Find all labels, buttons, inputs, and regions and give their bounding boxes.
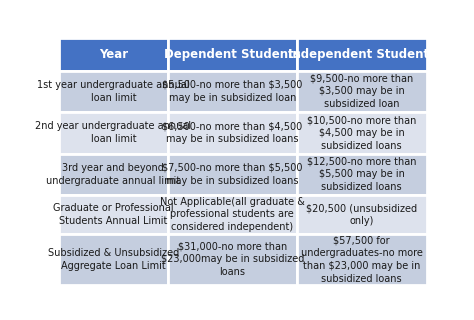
Text: \$6,500-no more than \$4,500
may be in subsidized loans: \$6,500-no more than \$4,500 may be in s… (162, 121, 302, 144)
Text: Not Applicable(all graduate &
professional students are
considered independent): Not Applicable(all graduate & profession… (160, 197, 305, 232)
Bar (168, 112, 297, 154)
Text: Independent Students: Independent Students (288, 48, 436, 61)
Bar (297, 154, 427, 195)
Text: \$31,000-no more than
\$23,000may be in subsidized
loans: \$31,000-no more than \$23,000may be in … (161, 242, 304, 277)
Bar (168, 70, 297, 112)
Text: Dependent Students: Dependent Students (164, 48, 301, 61)
Text: 2nd year undergraduate annual
loan limit: 2nd year undergraduate annual loan limit (36, 121, 191, 144)
Bar (297, 38, 427, 70)
Bar (297, 112, 427, 154)
Text: \$7,500-no more than \$5,500
may be in subsidized loans: \$7,500-no more than \$5,500 may be in s… (162, 163, 302, 186)
Bar (59, 38, 168, 70)
Bar (59, 70, 168, 112)
Text: Graduate or Professional
Students Annual Limit: Graduate or Professional Students Annual… (53, 203, 174, 226)
Text: \$10,500-no more than
\$4,500 may be in
subsidized loans: \$10,500-no more than \$4,500 may be in … (307, 115, 417, 151)
Bar (297, 195, 427, 234)
Text: Year: Year (99, 48, 128, 61)
Bar (168, 195, 297, 234)
Bar (59, 195, 168, 234)
Text: 3rd year and beyond
undergraduate annual limit: 3rd year and beyond undergraduate annual… (46, 163, 181, 186)
Text: \$20,500 (unsubsidized
only): \$20,500 (unsubsidized only) (306, 203, 417, 226)
Text: \$12,500-no more than
\$5,500 may be in
subsidized loans: \$12,500-no more than \$5,500 may be in … (307, 156, 417, 192)
Bar (168, 154, 297, 195)
Text: 1st year undergraduate annual
loan limit: 1st year undergraduate annual loan limit (37, 80, 190, 103)
Bar (297, 234, 427, 285)
Bar (168, 234, 297, 285)
Bar (59, 154, 168, 195)
Bar (168, 38, 297, 70)
Text: \$5,500-no more than \$3,500
may be in subsidized loan: \$5,500-no more than \$3,500 may be in s… (162, 80, 302, 103)
Bar (59, 234, 168, 285)
Text: \$57,500 for
undergraduates-no more
than \$23,000 may be in
subsidized loans: \$57,500 for undergraduates-no more than… (301, 235, 423, 284)
Bar (297, 70, 427, 112)
Text: \$9,500-no more than
\$3,500 may be in
subsidized loan: \$9,500-no more than \$3,500 may be in s… (310, 74, 413, 109)
Text: Subsidized & Unsubsidized
Aggregate Loan Limit: Subsidized & Unsubsidized Aggregate Loan… (48, 248, 179, 271)
Bar (59, 112, 168, 154)
